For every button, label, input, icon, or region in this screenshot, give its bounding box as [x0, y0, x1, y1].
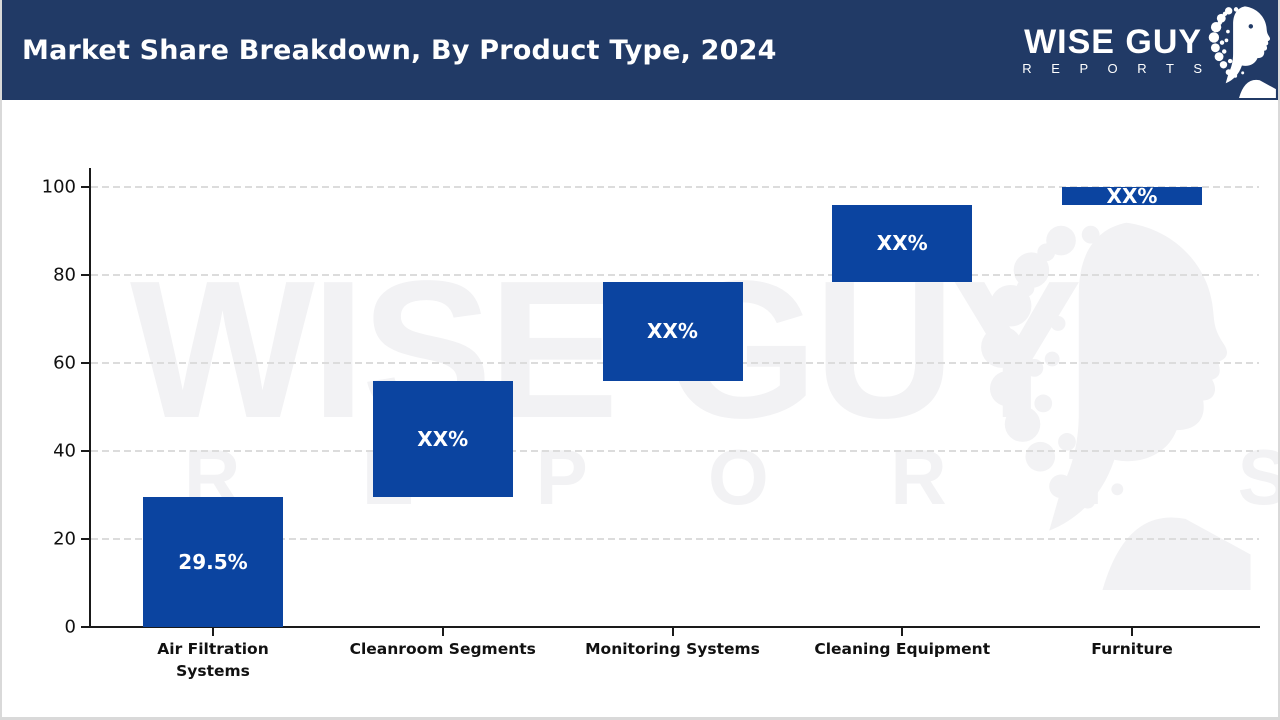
brand-sub-wordmark: R E P O R T S — [1022, 61, 1210, 76]
bar: XX% — [832, 204, 973, 282]
category-label: Cleaning Equipment — [814, 640, 991, 658]
x-tick — [901, 628, 904, 636]
bar-label: XX% — [417, 426, 469, 451]
y-tick — [81, 274, 89, 276]
category-label: Air Filtration Systems — [157, 640, 269, 680]
brand-wordmark: WISE GUY — [1024, 23, 1203, 61]
watermark-face-icon — [981, 222, 1251, 590]
gridline — [91, 538, 1259, 540]
gridline — [91, 274, 1259, 276]
y-tick-label: 80 — [53, 264, 76, 286]
y-tick-label: 40 — [53, 440, 76, 462]
category-label: Cleanroom Segments — [349, 640, 536, 658]
x-tick — [441, 628, 444, 636]
y-tick-label: 0 — [64, 616, 76, 638]
y-tick — [81, 538, 89, 540]
report-header: Market Share Breakdown, By Product Type,… — [2, 0, 1278, 100]
bar: XX% — [602, 281, 743, 381]
gridline — [91, 186, 1259, 188]
bar-label: XX% — [876, 231, 928, 256]
bar-label: XX% — [647, 319, 698, 344]
category-label: Monitoring Systems — [585, 640, 760, 658]
y-tick — [81, 362, 89, 364]
y-axis-line — [89, 168, 91, 628]
y-tick — [81, 626, 89, 628]
x-tick — [671, 628, 674, 636]
y-tick — [81, 186, 89, 188]
y-tick-label: 60 — [53, 352, 76, 374]
bar: 29.5% — [143, 497, 283, 627]
brand-face-icon — [1208, 6, 1276, 98]
bar: XX% — [1062, 187, 1202, 205]
x-axis-line — [89, 626, 1260, 628]
y-tick-label: 100 — [41, 176, 76, 198]
bar: XX% — [372, 380, 513, 498]
brand-logo-text: WISE GUY R E P O R T S — [1016, 25, 1210, 75]
bar-label: 29.5% — [178, 550, 248, 575]
y-tick — [81, 450, 89, 452]
x-tick — [1131, 628, 1133, 636]
page-title: Market Share Breakdown, By Product Type,… — [22, 34, 777, 66]
bar-label: XX% — [1106, 187, 1158, 205]
brand-logo: WISE GUY R E P O R T S — [1016, 0, 1278, 100]
category-label: Furniture — [1091, 640, 1173, 658]
gridline — [91, 450, 1259, 452]
x-tick — [212, 628, 214, 636]
y-tick-label: 20 — [53, 528, 76, 550]
